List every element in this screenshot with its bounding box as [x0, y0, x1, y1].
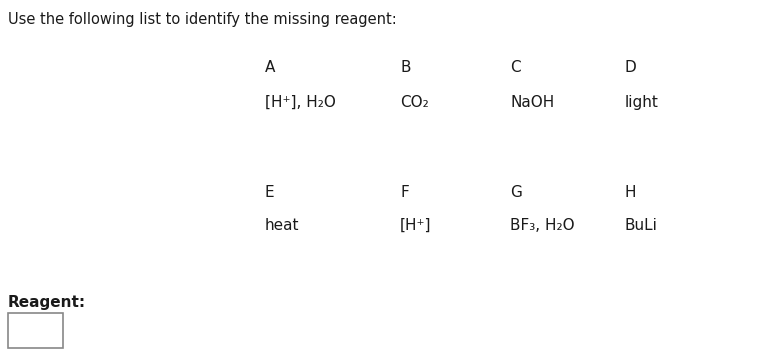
Text: light: light: [625, 95, 659, 110]
Text: A: A: [265, 60, 276, 75]
Text: Reagent:: Reagent:: [8, 295, 86, 310]
Text: heat: heat: [265, 218, 300, 233]
Text: Use the following list to identify the missing reagent:: Use the following list to identify the m…: [8, 12, 397, 27]
Text: E: E: [265, 185, 275, 200]
Text: [H⁺]: [H⁺]: [400, 218, 431, 233]
Text: B: B: [400, 60, 410, 75]
Text: C: C: [510, 60, 521, 75]
Text: NaOH: NaOH: [510, 95, 554, 110]
Text: CO₂: CO₂: [400, 95, 429, 110]
Text: [H⁺], H₂O: [H⁺], H₂O: [265, 95, 336, 110]
Bar: [8, 313, 63, 348]
Text: F: F: [400, 185, 409, 200]
Text: H: H: [625, 185, 637, 200]
Text: BF₃, H₂O: BF₃, H₂O: [510, 218, 575, 233]
Text: BuLi: BuLi: [625, 218, 658, 233]
Text: D: D: [625, 60, 637, 75]
Text: G: G: [510, 185, 522, 200]
